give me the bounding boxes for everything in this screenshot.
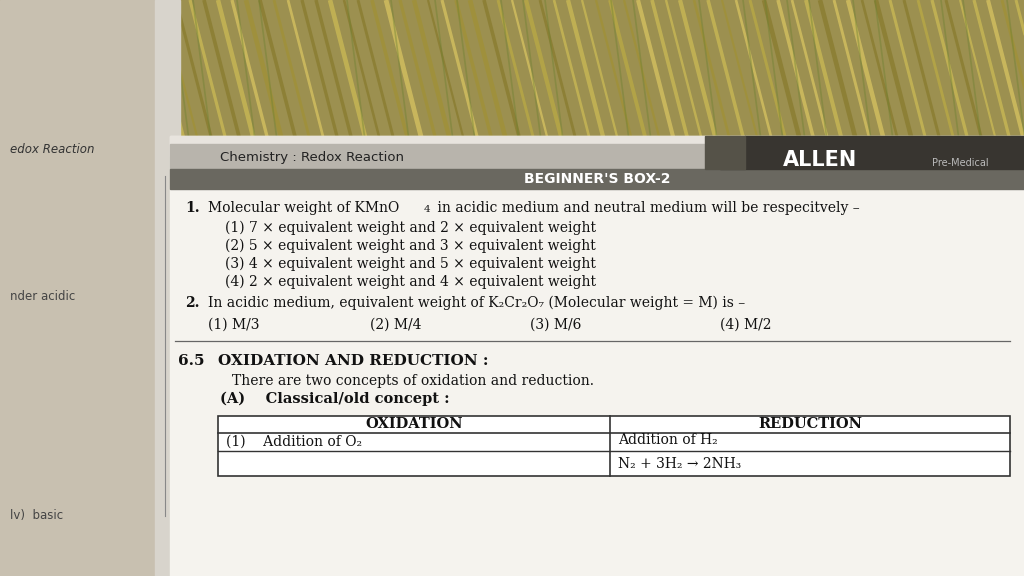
Text: (4) 2 × equivalent weight and 4 × equivalent weight: (4) 2 × equivalent weight and 4 × equiva… — [225, 275, 596, 289]
Text: edox Reaction: edox Reaction — [10, 143, 94, 156]
Text: Addition of H₂: Addition of H₂ — [618, 433, 718, 447]
Text: 6.5: 6.5 — [178, 354, 205, 368]
Text: OXIDATION AND REDUCTION :: OXIDATION AND REDUCTION : — [218, 354, 488, 368]
Bar — [0, 0, 1024, 156]
Text: REDUCTION: REDUCTION — [758, 418, 862, 431]
Text: 2.: 2. — [185, 296, 200, 310]
Text: BEGINNER'S BOX-2: BEGINNER'S BOX-2 — [523, 172, 671, 186]
Bar — [170, 136, 1024, 156]
Text: (3) 4 × equivalent weight and 5 × equivalent weight: (3) 4 × equivalent weight and 5 × equiva… — [225, 257, 596, 271]
Text: OXIDATION: OXIDATION — [366, 418, 463, 431]
Text: lv)  basic: lv) basic — [10, 510, 63, 522]
Text: Pre-Medical: Pre-Medical — [932, 158, 988, 168]
Bar — [170, 144, 1024, 169]
Text: (A)    Classical/old concept :: (A) Classical/old concept : — [220, 392, 450, 407]
Text: ALLEN: ALLEN — [783, 150, 857, 170]
Text: Chemistry : Redox Reaction: Chemistry : Redox Reaction — [220, 150, 404, 164]
Text: (2) M/4: (2) M/4 — [370, 318, 422, 332]
Bar — [155, 0, 180, 576]
Text: (3) M/6: (3) M/6 — [530, 318, 582, 332]
Text: Molecular weight of KMnO: Molecular weight of KMnO — [208, 201, 399, 215]
Text: In acidic medium, equivalent weight of K₂Cr₂O₇ (Molecular weight = M) is –: In acidic medium, equivalent weight of K… — [208, 296, 745, 310]
Text: (1) M/3: (1) M/3 — [208, 318, 259, 332]
Bar — [170, 136, 1024, 576]
Text: 4: 4 — [424, 205, 431, 214]
Bar — [0, 0, 175, 576]
Bar — [170, 169, 1024, 189]
Bar — [218, 416, 1010, 476]
Text: (2) 5 × equivalent weight and 3 × equivalent weight: (2) 5 × equivalent weight and 3 × equiva… — [225, 239, 596, 253]
Text: 1.: 1. — [185, 201, 200, 215]
Text: (1)    Addition of O₂: (1) Addition of O₂ — [226, 435, 362, 449]
Text: in acidic medium and neutral medium will be respecitvely –: in acidic medium and neutral medium will… — [433, 201, 860, 215]
Polygon shape — [720, 136, 1024, 169]
Polygon shape — [705, 136, 745, 169]
Text: (1) 7 × equivalent weight and 2 × equivalent weight: (1) 7 × equivalent weight and 2 × equiva… — [225, 221, 596, 236]
Text: nder acidic: nder acidic — [10, 290, 75, 302]
Text: There are two concepts of oxidation and reduction.: There are two concepts of oxidation and … — [232, 374, 594, 388]
Text: N₂ + 3H₂ → 2NH₃: N₂ + 3H₂ → 2NH₃ — [618, 457, 741, 471]
Text: (4) M/2: (4) M/2 — [720, 318, 771, 332]
